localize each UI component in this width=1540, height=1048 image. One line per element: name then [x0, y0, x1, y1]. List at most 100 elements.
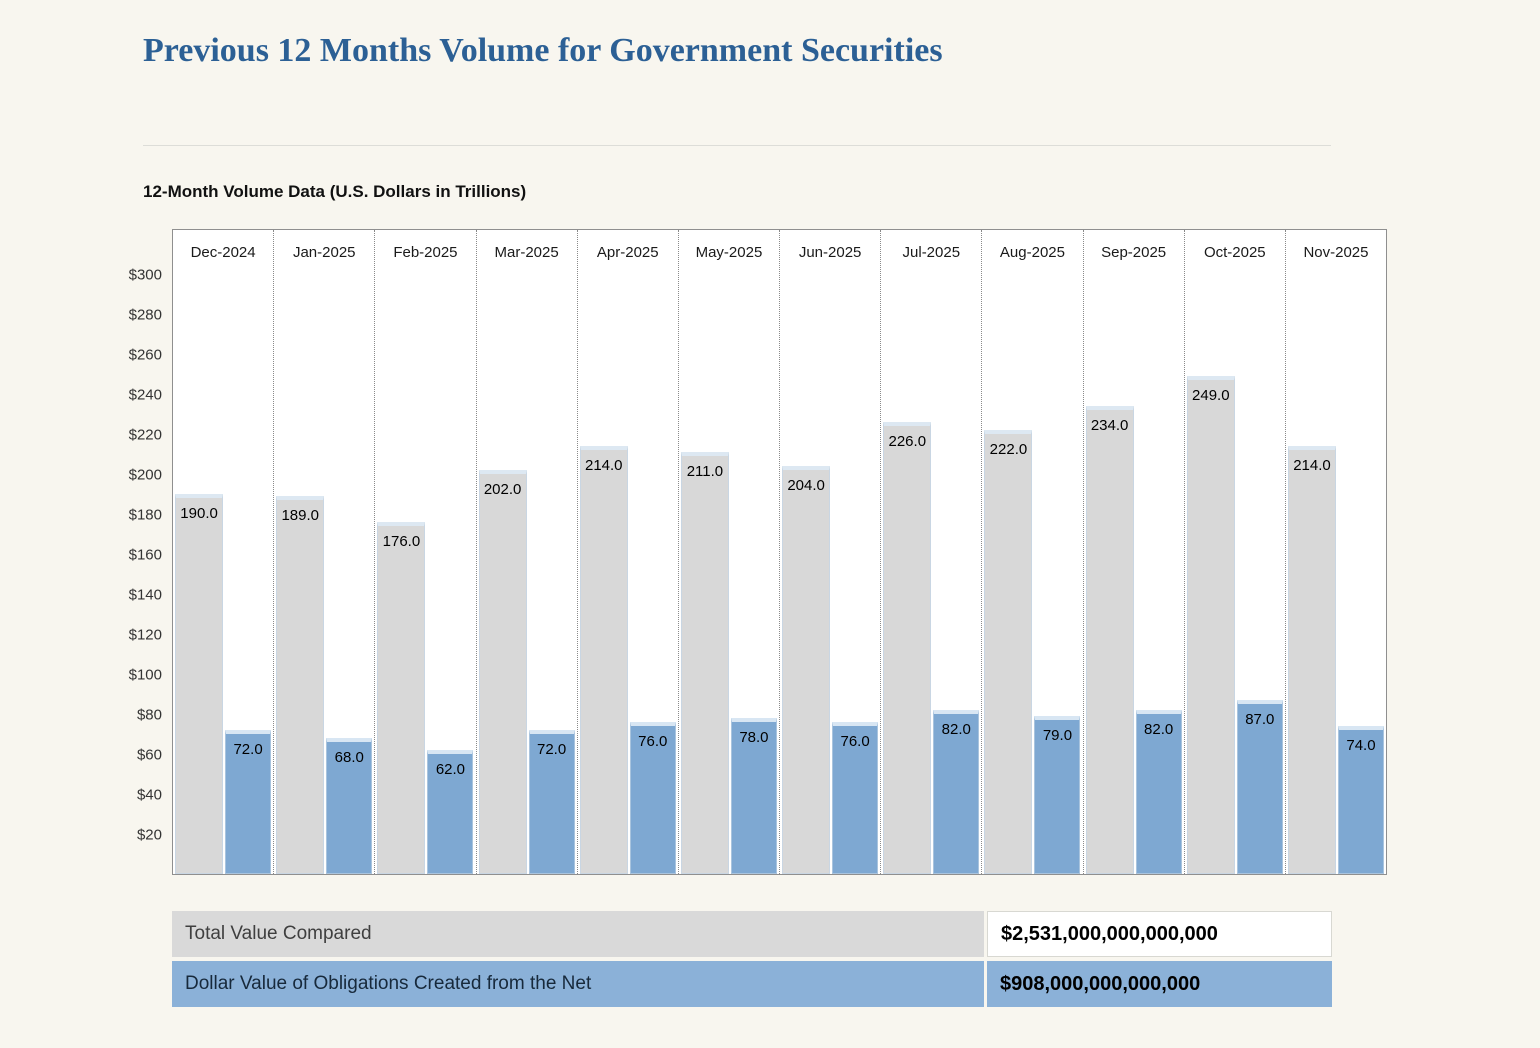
y-axis-tick-label: $40	[136, 786, 162, 803]
bar-group: 214.0 76.0	[578, 445, 678, 874]
bar-value-label: 76.0	[840, 732, 870, 750]
y-axis-tick-label: $100	[128, 666, 162, 683]
summary-label-net-obligations: Dollar Value of Obligations Created from…	[172, 960, 984, 1007]
net-obligations-bar: 72.0	[225, 729, 272, 874]
month-label: May-2025	[695, 243, 763, 261]
total-value-bar: 226.0	[883, 421, 932, 874]
bar-value-label: 211.0	[686, 462, 724, 480]
month-column: Jun-2025 204.0 76.0	[779, 229, 880, 874]
y-axis-tick-label: $160	[128, 546, 162, 563]
page: Previous 12 Months Volume for Government…	[105, 32, 1540, 1007]
bar-value-label: 226.0	[888, 432, 927, 450]
month-label: Apr-2025	[596, 243, 659, 261]
month-label: Aug-2025	[999, 243, 1065, 261]
y-axis-tick-label: $300	[128, 266, 162, 283]
bar-group: 249.0 87.0	[1185, 375, 1285, 874]
bar-group: 211.0 78.0	[679, 451, 779, 874]
bar-value-label: 78.0	[739, 728, 769, 746]
net-obligations-bar: 68.0	[326, 737, 373, 874]
month-column: Jan-2025 189.0 68.0	[273, 229, 374, 874]
bar-value-label: 214.0	[1293, 456, 1331, 474]
bar-group: 226.0 82.0	[881, 421, 981, 874]
month-column: Feb-2025 176.0 62.0	[374, 229, 475, 874]
bar-value-label: 72.0	[536, 740, 567, 758]
divider	[143, 144, 1331, 146]
bar-group: 189.0 68.0	[274, 495, 374, 874]
chart-subtitle: 12-Month Volume Data (U.S. Dollars in Tr…	[143, 181, 527, 201]
month-column: Jul-2025 226.0 82.0	[880, 229, 981, 874]
month-column: Aug-2025 222.0 79.0	[981, 229, 1082, 874]
total-value-bar: 202.0	[478, 469, 527, 874]
month-label: Dec-2024	[190, 243, 256, 261]
net-obligations-bar: 82.0	[1135, 709, 1182, 874]
y-axis: $300 $280 $260 $240 $220 $200 $180 $160 $140 $120…	[105, 229, 172, 875]
bar-value-label: 76.0	[638, 732, 668, 750]
total-value-bar: 214.0	[579, 445, 628, 874]
y-axis-tick-label: $280	[128, 306, 162, 323]
bar-value-label: 189.0	[281, 506, 320, 524]
chart-container: $300 $280 $260 $240 $220 $200 $180 $160 $140 $120…	[105, 228, 1540, 875]
month-column: Apr-2025 214.0 76.0	[576, 229, 678, 874]
bar-value-label: 87.0	[1245, 710, 1275, 728]
month-column: Oct-2025 249.0 87.0	[1183, 229, 1285, 874]
y-axis-tick-label: $240	[128, 386, 162, 403]
summary-value-total-value-compared: $2,531,000,000,000,000	[987, 910, 1332, 957]
total-value-bar: 176.0	[377, 521, 426, 874]
bar-value-label: 214.0	[584, 456, 623, 474]
bar-value-label: 82.0	[1144, 720, 1174, 738]
month-label: Oct-2025	[1203, 243, 1266, 261]
net-obligations-bar: 72.0	[528, 729, 575, 874]
total-value-bar: 234.0	[1085, 405, 1134, 874]
bar-value-label: 190.0	[180, 504, 218, 522]
net-obligations-bar: 87.0	[1236, 699, 1283, 874]
month-label: Mar-2025	[494, 243, 559, 261]
page-title: Previous 12 Months Volume for Government…	[143, 32, 943, 69]
month-label: Sep-2025	[1101, 243, 1167, 261]
y-axis-tick-label: $80	[136, 706, 162, 723]
net-obligations-bar: 74.0	[1337, 725, 1384, 874]
table-row: Dollar Value of Obligations Created from…	[172, 960, 1437, 1007]
summary-table: Total Value Compared $2,531,000,000,000,…	[172, 910, 1437, 1007]
month-column: Dec-2024 190.0 72.0	[173, 230, 273, 874]
month-label: Feb-2025	[393, 243, 458, 261]
net-obligations-bar: 62.0	[427, 749, 474, 874]
summary-label-total-value-compared: Total Value Compared	[172, 910, 984, 957]
month-label: Jun-2025	[798, 243, 862, 261]
total-value-bar: 214.0	[1287, 445, 1336, 874]
y-axis-tick-label: $20	[136, 826, 162, 843]
bar-group: 176.0 62.0	[375, 521, 475, 874]
bar-value-label: 222.0	[989, 440, 1028, 458]
bar-value-label: 249.0	[1192, 386, 1230, 404]
bar-value-label: 202.0	[483, 480, 522, 498]
bar-value-label: 72.0	[233, 740, 263, 758]
total-value-bar: 211.0	[680, 451, 729, 874]
bar-group: 190.0 72.0	[173, 493, 273, 874]
y-axis-tick-label: $180	[128, 506, 162, 523]
net-obligations-bar: 78.0	[730, 717, 777, 874]
bar-group: 204.0 76.0	[780, 465, 880, 874]
bar-value-label: 204.0	[787, 476, 825, 494]
net-obligations-bar: 82.0	[933, 709, 980, 874]
y-axis-tick-label: $120	[128, 626, 162, 643]
month-column: Nov-2025 214.0 74.0	[1284, 229, 1386, 874]
bar-group: 202.0 72.0	[477, 469, 577, 874]
bar-value-label: 74.0	[1346, 736, 1376, 754]
total-value-bar: 222.0	[984, 429, 1033, 874]
month-column: Mar-2025 202.0 72.0	[475, 229, 577, 874]
net-obligations-bar: 76.0	[832, 721, 879, 874]
month-column: May-2025 211.0 78.0	[677, 229, 779, 874]
y-axis-tick-label: $60	[136, 746, 162, 763]
summary-value-net-obligations: $908,000,000,000,000	[987, 960, 1332, 1007]
bar-group: 222.0 79.0	[982, 429, 1082, 874]
bar-value-label: 234.0	[1090, 416, 1129, 434]
bar-group: 234.0 82.0	[1084, 405, 1184, 874]
month-label: Nov-2025	[1303, 243, 1369, 261]
month-column: Sep-2025 234.0 82.0	[1082, 229, 1184, 874]
total-value-bar: 249.0	[1186, 375, 1235, 874]
bar-value-label: 79.0	[1042, 726, 1073, 744]
month-label: Jul-2025	[902, 243, 961, 261]
bar-value-label: 68.0	[334, 748, 364, 766]
y-axis-tick-label: $200	[128, 466, 162, 483]
bar-value-label: 82.0	[941, 720, 971, 738]
net-obligations-bar: 79.0	[1034, 715, 1081, 874]
